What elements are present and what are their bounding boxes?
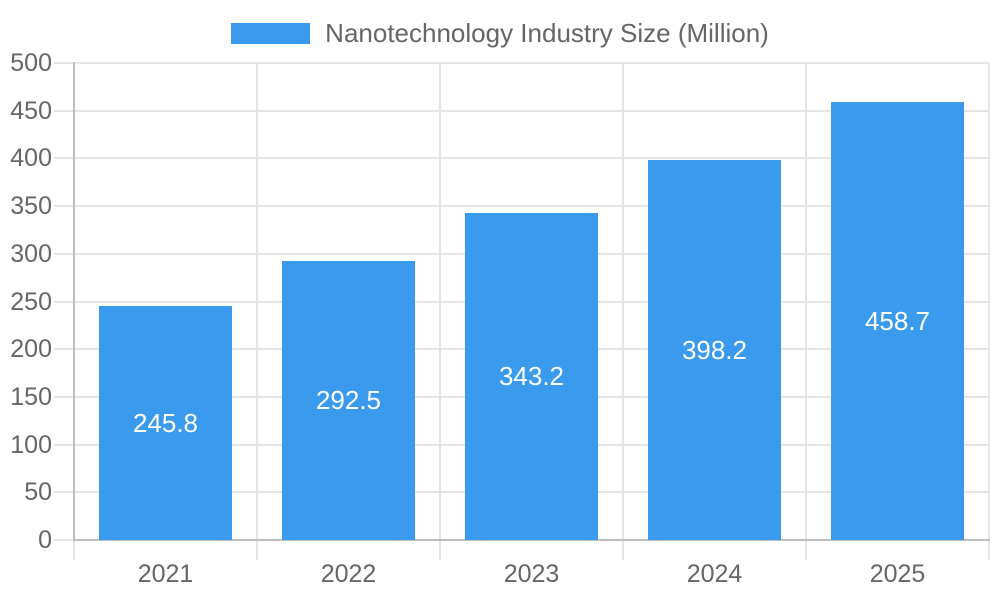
x-gridline [988, 63, 990, 560]
y-tick-label: 350 [10, 192, 52, 221]
bar-2024[interactable] [648, 160, 781, 540]
x-tick-label: 2023 [503, 560, 560, 588]
x-tick-label: 2021 [137, 560, 194, 588]
y-tick-label: 400 [10, 144, 52, 173]
y-gridline [54, 109, 989, 112]
bar-value-label: 458.7 [864, 306, 931, 337]
bar-2022[interactable] [282, 260, 415, 540]
y-tick-label: 100 [10, 430, 52, 459]
bar-value-label: 343.2 [498, 361, 565, 392]
bar-2023[interactable] [465, 212, 598, 540]
legend-item[interactable]: Nanotechnology Industry Size (Million) [231, 20, 769, 46]
y-axis-line [73, 62, 75, 541]
y-axis-tick [54, 539, 74, 541]
y-tick-label: 450 [10, 96, 52, 125]
x-axis-line [73, 539, 990, 541]
y-tick-label: 300 [10, 239, 52, 268]
x-axis-tick [73, 540, 75, 560]
y-tick-label: 250 [10, 287, 52, 316]
legend: Nanotechnology Industry Size (Million) [0, 20, 1000, 46]
bar-2021[interactable] [99, 305, 232, 540]
x-tick-label: 2024 [686, 560, 743, 588]
x-gridline [805, 63, 807, 560]
x-tick-label: 2022 [320, 560, 377, 588]
x-tick-label: 2025 [869, 560, 926, 588]
x-gridline [622, 63, 624, 560]
bar-value-label: 245.8 [132, 407, 199, 438]
bar-value-label: 398.2 [681, 335, 748, 366]
legend-label: Nanotechnology Industry Size (Million) [325, 18, 769, 48]
y-tick-label: 500 [10, 49, 52, 77]
y-tick-label: 50 [24, 478, 52, 507]
legend-swatch [231, 22, 311, 44]
x-gridline [439, 63, 441, 560]
y-tick-label: 200 [10, 335, 52, 364]
y-gridline [54, 157, 989, 160]
x-gridline [256, 63, 258, 560]
y-gridline [54, 205, 989, 208]
bar-value-label: 292.5 [315, 385, 382, 416]
bar-2025[interactable] [831, 102, 964, 540]
y-gridline [54, 62, 989, 64]
y-tick-label: 150 [10, 382, 52, 411]
y-tick-label: 0 [38, 526, 52, 554]
